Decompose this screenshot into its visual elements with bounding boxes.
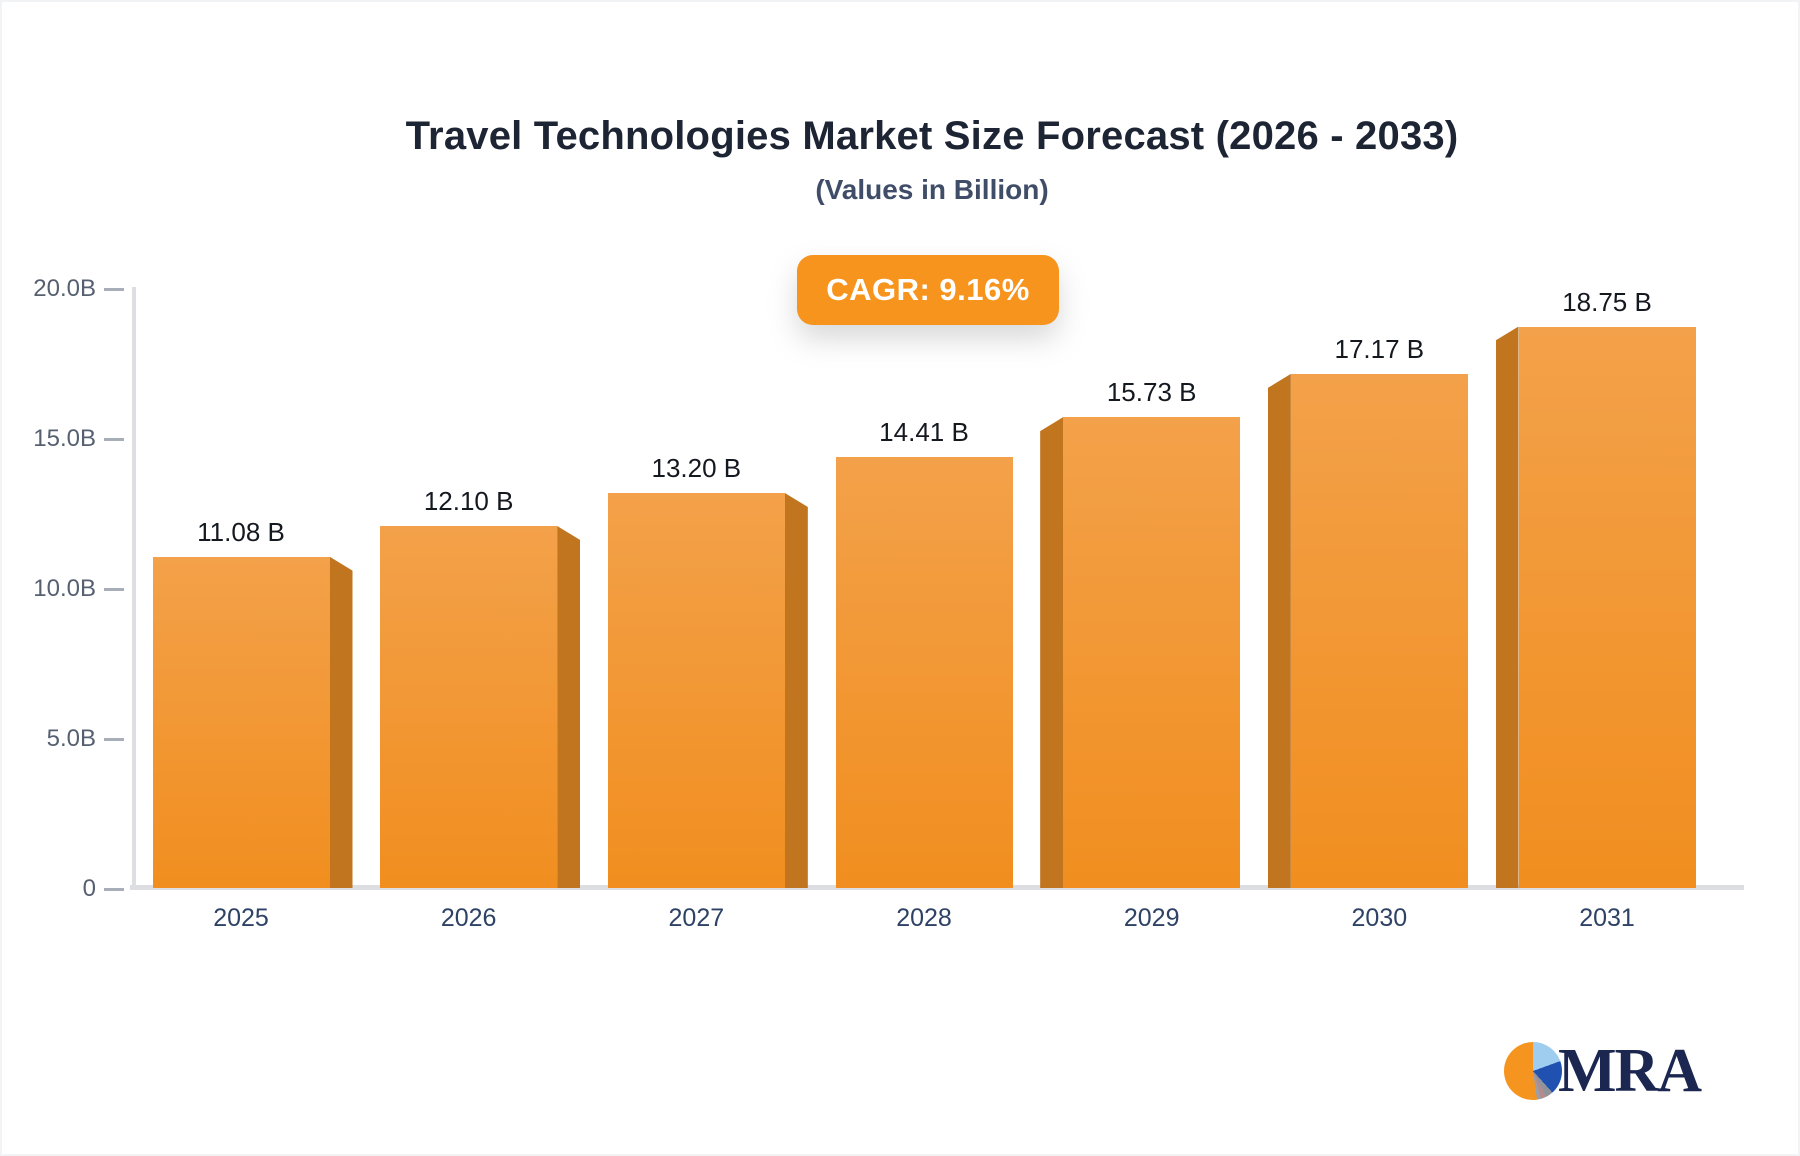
bar-2030 bbox=[1290, 373, 1468, 888]
bar-value-label-2028: 14.41 B bbox=[879, 416, 969, 447]
cagr-badge: CAGR: 9.16% bbox=[797, 255, 1059, 325]
x-axis-label-2026: 2026 bbox=[440, 904, 497, 932]
bar-value-label-2029: 15.73 B bbox=[1106, 377, 1197, 408]
y-axis-label: 15.0B bbox=[33, 425, 96, 452]
bar-value-label-2026: 12.10 B bbox=[423, 486, 514, 516]
logo-text: MRA bbox=[1558, 1037, 1702, 1105]
bar-value-label-2031: 18.75 B bbox=[1562, 286, 1652, 317]
y-axis-label: 10.0B bbox=[33, 575, 96, 602]
mra-logo: MRA bbox=[1504, 1037, 1702, 1105]
bar-side-face-2025 bbox=[329, 556, 353, 888]
bar-2029 bbox=[1063, 417, 1241, 888]
y-axis-tick bbox=[104, 888, 124, 891]
bar-2027 bbox=[607, 493, 785, 888]
bar-side-face-2031 bbox=[1495, 326, 1519, 888]
x-axis-label-2030: 2030 bbox=[1351, 904, 1408, 932]
y-axis-tick bbox=[104, 738, 124, 741]
bar-side-face-2029 bbox=[1040, 417, 1064, 888]
y-axis-tick bbox=[104, 438, 124, 441]
bar-2028 bbox=[835, 456, 1013, 888]
y-axis-label: 20.0B bbox=[33, 275, 96, 302]
bar-value-label-2025: 11.08 B bbox=[197, 516, 285, 547]
pie-chart-logo-icon bbox=[1504, 1042, 1562, 1100]
bar-2025 bbox=[152, 556, 330, 888]
bar-value-label-2030: 17.17 B bbox=[1334, 333, 1425, 364]
y-axis-label: 5.0B bbox=[46, 725, 96, 752]
y-axis-tick bbox=[104, 588, 124, 591]
bar-side-face-2030 bbox=[1267, 373, 1291, 888]
chart-title: Travel Technologies Market Size Forecast… bbox=[405, 114, 1459, 158]
y-axis-tick bbox=[104, 288, 124, 291]
bar-value-label-2027: 13.20 B bbox=[651, 453, 742, 483]
y-axis-label: 0 bbox=[82, 875, 96, 902]
chart-subtitle: (Values in Billion) bbox=[815, 174, 1049, 205]
x-axis-label-2029: 2029 bbox=[1123, 904, 1180, 932]
bar-2031 bbox=[1518, 326, 1696, 888]
bar-side-face-2027 bbox=[784, 493, 808, 888]
x-axis-label-2027: 2027 bbox=[668, 904, 725, 932]
x-axis-label-2025: 2025 bbox=[213, 904, 269, 932]
x-axis-label-2031: 2031 bbox=[1579, 904, 1635, 932]
x-axis-label-2028: 2028 bbox=[896, 904, 952, 932]
bar-2026 bbox=[380, 526, 558, 888]
y-axis-line bbox=[132, 287, 136, 889]
bar-side-face-2026 bbox=[557, 526, 581, 888]
